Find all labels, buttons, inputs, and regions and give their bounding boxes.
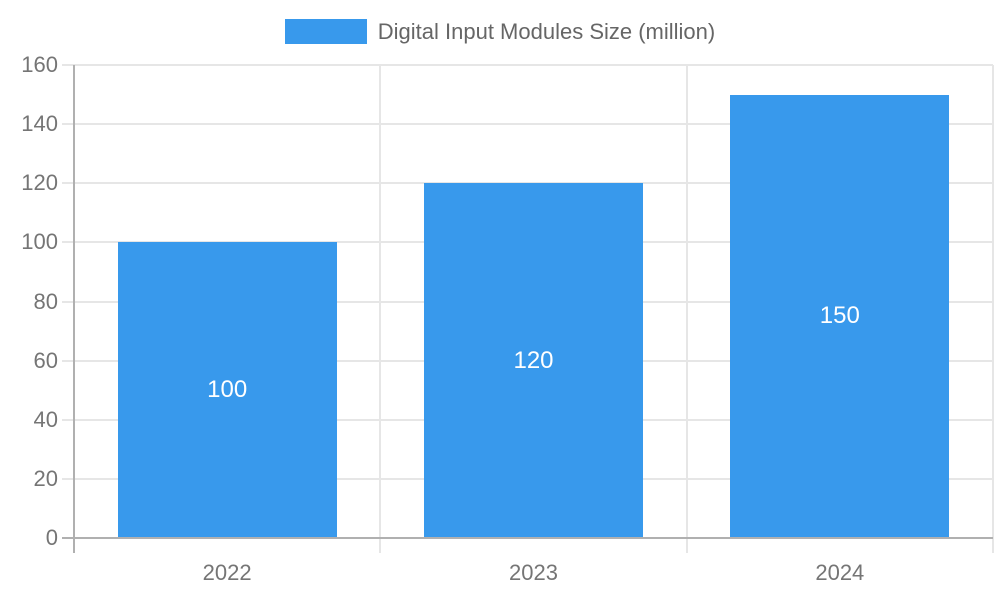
gridline-vertical <box>685 65 688 553</box>
x-axis: 2022 2023 2024 <box>74 560 993 590</box>
x-tick-label: 2022 <box>202 560 252 585</box>
y-tick-label: 0 <box>45 525 58 550</box>
x-tick-label: 2023 <box>509 560 558 585</box>
bar-data-label: 100 <box>207 376 248 404</box>
y-tick-label: 20 <box>33 465 58 491</box>
y-tick-label: 160 <box>21 52 58 77</box>
plot-area: 100 120 150 <box>62 64 994 553</box>
y-tick-label: 80 <box>33 288 58 314</box>
y-axis-line <box>73 65 75 553</box>
y-axis: 0 20 40 60 80 100 120 140 160 <box>0 52 58 550</box>
x-axis-line <box>62 537 993 539</box>
gridline-vertical <box>379 65 382 553</box>
bar[interactable]: 100 <box>117 242 337 538</box>
bar-data-label: 120 <box>513 346 554 374</box>
y-tick-label: 100 <box>21 229 58 255</box>
legend-swatch-icon <box>284 19 367 44</box>
bar[interactable]: 150 <box>730 94 950 538</box>
y-tick-label: 120 <box>21 170 58 196</box>
bar[interactable]: 120 <box>424 183 643 538</box>
x-tick-label: 2024 <box>815 560 865 585</box>
gridline-vertical <box>992 65 994 553</box>
gridline-horizontal <box>62 64 993 66</box>
legend-label: Digital Input Modules Size (million) <box>377 18 716 44</box>
gridline-horizontal <box>62 123 993 126</box>
y-tick-label: 60 <box>33 347 58 373</box>
bar-data-label: 150 <box>819 302 860 330</box>
y-tick-label: 40 <box>33 406 58 432</box>
y-tick-label: 140 <box>21 111 58 137</box>
legend[interactable]: Digital Input Modules Size (million) <box>0 19 1000 44</box>
